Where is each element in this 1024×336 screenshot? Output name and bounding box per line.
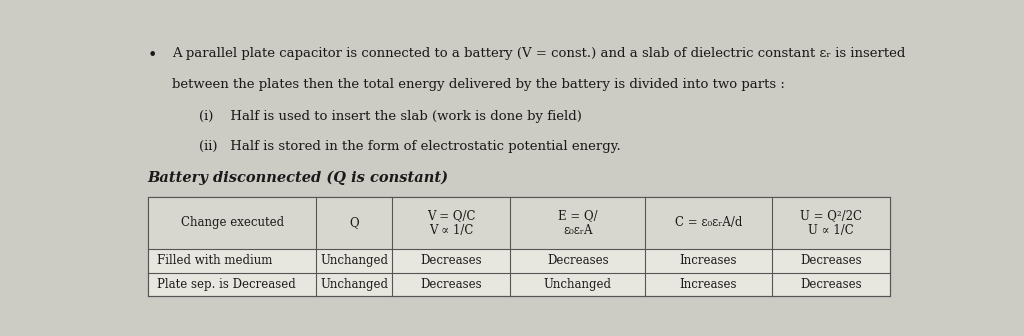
Text: Plate sep. is Decreased: Plate sep. is Decreased — [158, 278, 296, 291]
Text: V = Q/C
V ∝ 1/C: V = Q/C V ∝ 1/C — [427, 209, 475, 237]
Text: Decreases: Decreases — [800, 254, 861, 267]
Bar — [147, 197, 890, 249]
Text: Increases: Increases — [680, 254, 737, 267]
Text: Unchanged: Unchanged — [321, 254, 388, 267]
Text: Decreases: Decreases — [421, 278, 482, 291]
Text: Increases: Increases — [680, 278, 737, 291]
Text: A parallel plate capacitor is connected to a battery (V = const.) and a slab of : A parallel plate capacitor is connected … — [172, 47, 905, 60]
Text: •: • — [147, 47, 158, 64]
Text: U = Q²/2C
U ∝ 1/C: U = Q²/2C U ∝ 1/C — [800, 209, 862, 237]
Text: Decreases: Decreases — [800, 278, 861, 291]
Text: (ii)   Half is stored in the form of electrostatic potential energy.: (ii) Half is stored in the form of elect… — [200, 140, 622, 153]
Bar — [147, 197, 890, 296]
Text: Decreases: Decreases — [421, 254, 482, 267]
Text: Filled with medium: Filled with medium — [158, 254, 272, 267]
Text: Unchanged: Unchanged — [321, 278, 388, 291]
Text: between the plates then the total energy delivered by the battery is divided int: between the plates then the total energy… — [172, 78, 784, 91]
Text: (i)    Half is used to insert the slab (work is done by field): (i) Half is used to insert the slab (wor… — [200, 110, 583, 123]
Text: Change executed: Change executed — [180, 216, 284, 229]
Text: E = Q/
ε₀εᵣA: E = Q/ ε₀εᵣA — [558, 209, 598, 237]
Text: Decreases: Decreases — [547, 254, 608, 267]
Text: Battery disconnected (Q is constant): Battery disconnected (Q is constant) — [147, 171, 449, 185]
Text: Unchanged: Unchanged — [544, 278, 612, 291]
Text: Q: Q — [349, 216, 359, 229]
Text: C = ε₀εᵣA/d: C = ε₀εᵣA/d — [675, 216, 742, 229]
